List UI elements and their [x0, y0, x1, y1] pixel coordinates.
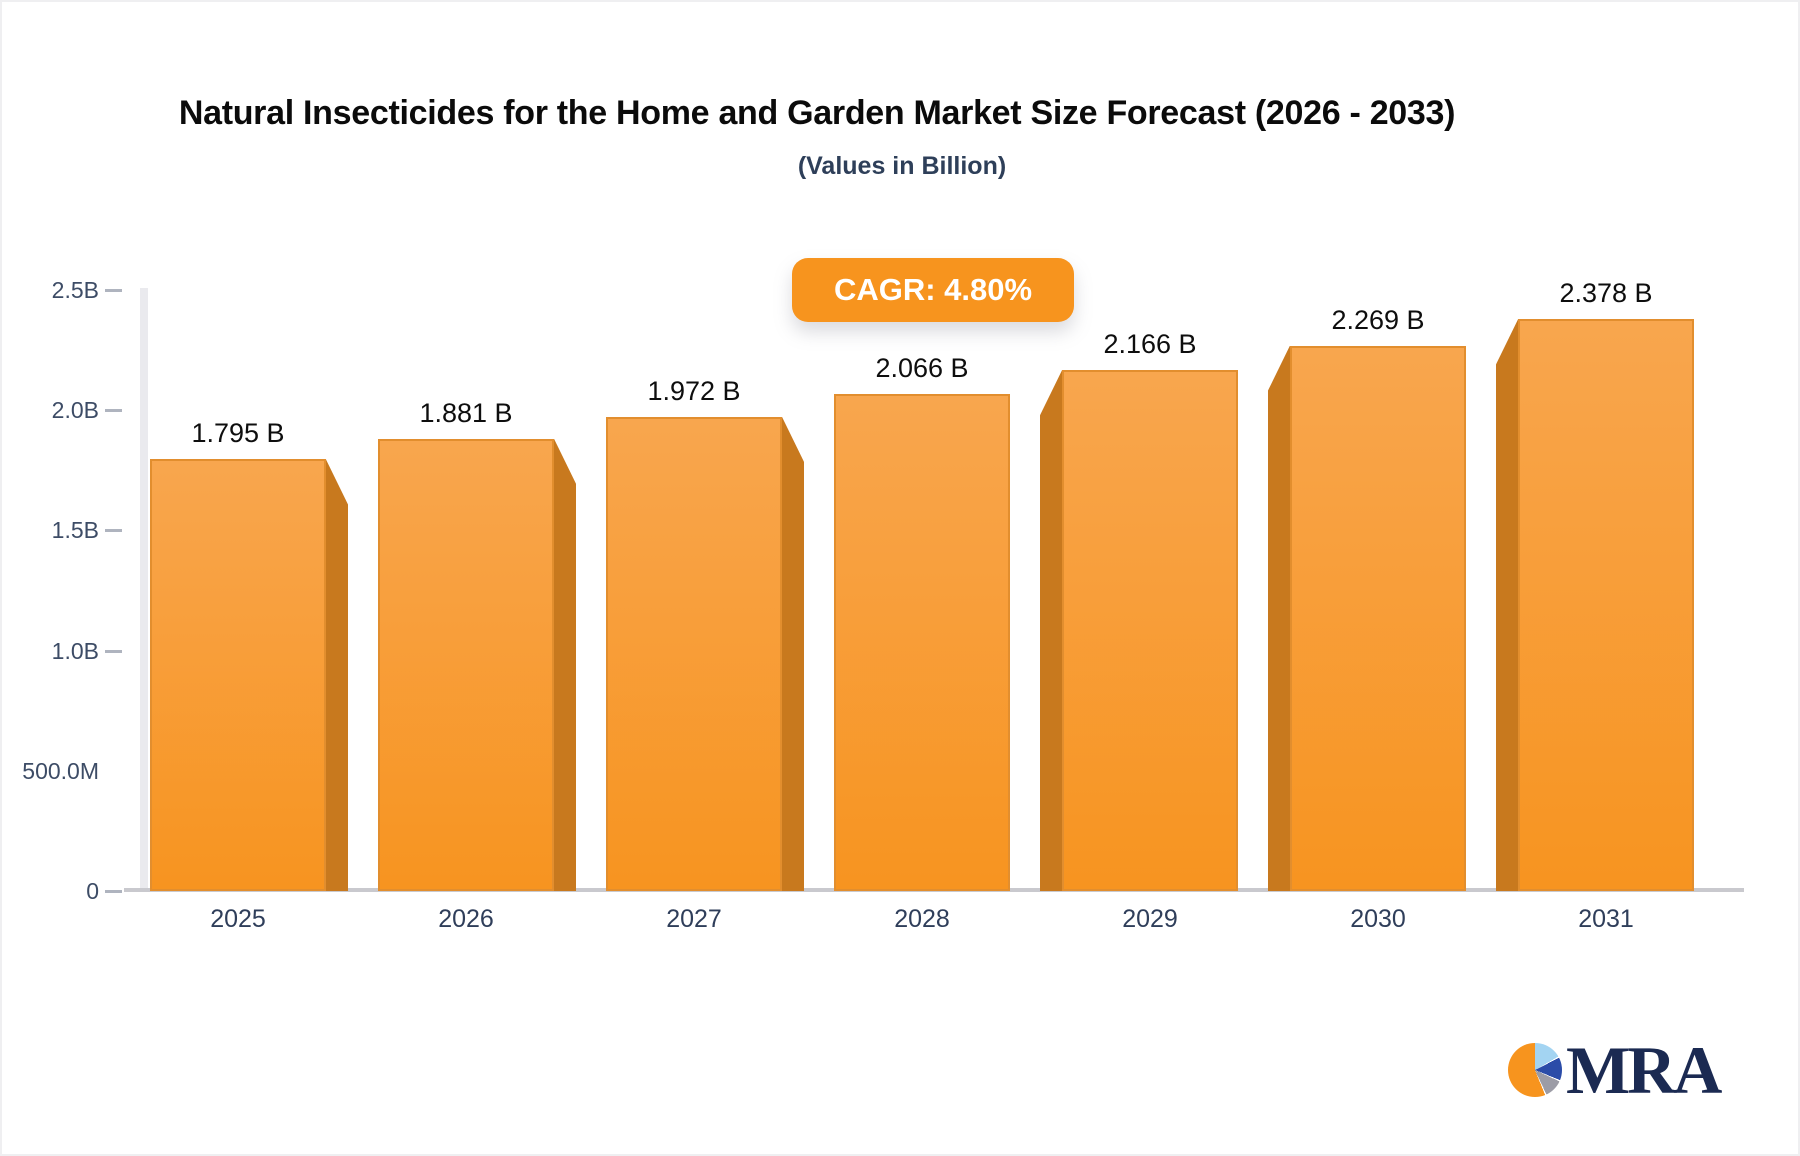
x-label-2029: 2029 [1122, 905, 1178, 933]
y-tick-mark-0 [105, 890, 122, 893]
y-axis-line [140, 288, 148, 890]
chart-subtitle: (Values in Billion) [797, 152, 1007, 180]
cagr-badge: CAGR: 4.80% [792, 258, 1074, 322]
y-tick-label-1.5B: 1.5B [51, 517, 99, 544]
bar-side-2027 [782, 416, 804, 891]
bar-side-2030 [1268, 345, 1290, 891]
bar-side-2026 [554, 438, 576, 891]
bar-value-2030: 2.269 B [1331, 304, 1425, 335]
bar-value-2025: 1.795 B [191, 418, 285, 449]
mra-logo-text: MRA [1566, 1032, 1722, 1108]
y-tick-label-500.0M: 500.0M [22, 757, 99, 784]
bar-2028 [834, 394, 1010, 891]
y-tick-mark-1.5B [105, 529, 122, 533]
bar-value-2026: 1.881 B [419, 397, 513, 428]
y-tick-mark-2.5B [105, 289, 122, 292]
bar-value-2029: 2.166 B [1103, 329, 1197, 360]
bar-value-2027: 1.972 B [647, 375, 741, 406]
x-label-2027: 2027 [666, 905, 722, 933]
bar-2029 [1062, 370, 1238, 891]
y-tick-label-2.0B: 2.0B [51, 397, 99, 424]
bar-2027 [606, 416, 782, 891]
x-label-2030: 2030 [1350, 905, 1406, 933]
bar-value-2028: 2.066 B [875, 353, 969, 384]
bar-2025 [150, 459, 326, 891]
y-tick-label-1.0B: 1.0B [51, 637, 99, 664]
chart-header: Natural Insecticides for the Home and Ga… [2, 94, 1632, 133]
x-label-2031: 2031 [1578, 905, 1634, 933]
bar-value-2031: 2.378 B [1559, 278, 1653, 309]
chart-title: Natural Insecticides for the Home and Ga… [178, 94, 1456, 132]
y-tick-mark-1.0B [105, 649, 122, 653]
x-label-2026: 2026 [438, 905, 494, 933]
bar-2030 [1290, 345, 1466, 891]
y-tick-label-0: 0 [86, 878, 99, 904]
bar-side-2029 [1040, 370, 1062, 891]
bar-side-2031 [1496, 319, 1518, 891]
y-tick-label-2.5B: 2.5B [51, 277, 99, 303]
mra-logo-pie-icon [1508, 1043, 1562, 1097]
x-label-2028: 2028 [894, 905, 950, 933]
cagr-badge-label: CAGR: 4.80% [833, 272, 1033, 307]
bar-side-2025 [326, 459, 348, 891]
y-tick-mark-2.0B [105, 409, 122, 413]
mra-logo: MRA [1508, 1032, 1722, 1108]
bar-2026 [378, 438, 554, 891]
bar-2031 [1518, 319, 1694, 891]
x-label-2025: 2025 [210, 905, 266, 933]
